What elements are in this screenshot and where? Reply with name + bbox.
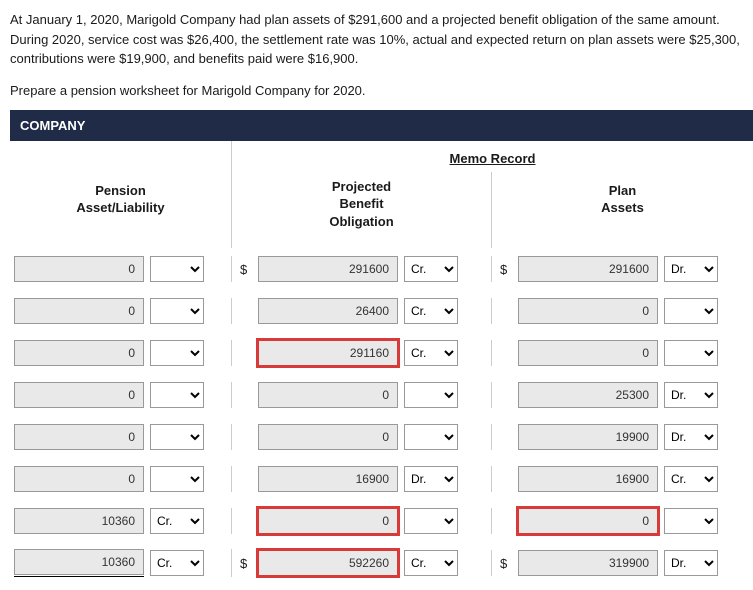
- company-bar: COMPANY: [10, 110, 753, 141]
- dollar-sign: $: [240, 262, 252, 277]
- worksheet-row: Dr.Cr. $ Dr.Cr. $ Dr.Cr.: [10, 248, 753, 290]
- worksheet: Memo Record Pension Asset/Liability Proj…: [10, 141, 753, 585]
- drcr-select[interactable]: Dr.Cr.: [150, 340, 204, 366]
- amount-input[interactable]: [258, 508, 398, 534]
- amount-input[interactable]: [258, 466, 398, 492]
- drcr-select[interactable]: Dr.Cr.: [150, 508, 204, 534]
- worksheet-row: Dr.Cr. $ Dr.Cr. $ Dr.Cr.: [10, 542, 753, 584]
- amount-input[interactable]: [14, 424, 144, 450]
- problem-paragraph-2: Prepare a pension worksheet for Marigold…: [10, 83, 753, 98]
- amount-input[interactable]: [14, 466, 144, 492]
- amount-input[interactable]: [258, 298, 398, 324]
- col-header-pbo: Projected Benefit Obligation: [232, 172, 492, 249]
- drcr-select[interactable]: Dr.Cr.: [150, 256, 204, 282]
- amount-input[interactable]: [258, 256, 398, 282]
- worksheet-row: Dr.Cr. Dr.Cr. Dr.Cr.: [10, 500, 753, 542]
- drcr-select[interactable]: Dr.Cr.: [664, 382, 718, 408]
- amount-input[interactable]: [14, 256, 144, 282]
- amount-input[interactable]: [14, 340, 144, 366]
- amount-input[interactable]: [14, 382, 144, 408]
- drcr-select[interactable]: Dr.Cr.: [404, 466, 458, 492]
- drcr-select[interactable]: Dr.Cr.: [404, 424, 458, 450]
- amount-input[interactable]: [258, 550, 398, 576]
- amount-input[interactable]: [258, 340, 398, 366]
- drcr-select[interactable]: Dr.Cr.: [664, 424, 718, 450]
- drcr-select[interactable]: Dr.Cr.: [664, 466, 718, 492]
- dollar-sign: $: [240, 556, 252, 571]
- col-header-asset-liability: Pension Asset/Liability: [10, 172, 232, 249]
- worksheet-row: Dr.Cr. Dr.Cr. Dr.Cr.: [10, 374, 753, 416]
- dollar-sign: $: [500, 262, 512, 277]
- amount-input[interactable]: [518, 424, 658, 450]
- amount-input[interactable]: [14, 549, 144, 575]
- amount-input[interactable]: [518, 550, 658, 576]
- amount-input[interactable]: [14, 298, 144, 324]
- problem-paragraph-1: At January 1, 2020, Marigold Company had…: [10, 10, 740, 69]
- drcr-select[interactable]: Dr.Cr.: [150, 424, 204, 450]
- dollar-sign: $: [500, 556, 512, 571]
- drcr-select[interactable]: Dr.Cr.: [404, 550, 458, 576]
- drcr-select[interactable]: Dr.Cr.: [150, 382, 204, 408]
- drcr-select[interactable]: Dr.Cr.: [664, 340, 718, 366]
- amount-input[interactable]: [518, 466, 658, 492]
- drcr-select[interactable]: Dr.Cr.: [404, 382, 458, 408]
- drcr-select[interactable]: Dr.Cr.: [150, 466, 204, 492]
- amount-input[interactable]: [518, 298, 658, 324]
- amount-input[interactable]: [518, 508, 658, 534]
- drcr-select[interactable]: Dr.Cr.: [404, 256, 458, 282]
- drcr-select[interactable]: Dr.Cr.: [404, 340, 458, 366]
- drcr-select[interactable]: Dr.Cr.: [664, 298, 718, 324]
- drcr-select[interactable]: Dr.Cr.: [664, 550, 718, 576]
- drcr-select[interactable]: Dr.Cr.: [150, 298, 204, 324]
- drcr-select[interactable]: Dr.Cr.: [150, 550, 204, 576]
- worksheet-row: Dr.Cr. Dr.Cr. Dr.Cr.: [10, 332, 753, 374]
- memo-record-header: Memo Record: [232, 141, 753, 172]
- worksheet-row: Dr.Cr. Dr.Cr. Dr.Cr.: [10, 290, 753, 332]
- amount-input[interactable]: [518, 256, 658, 282]
- amount-input[interactable]: [518, 382, 658, 408]
- amount-input[interactable]: [14, 508, 144, 534]
- drcr-select[interactable]: Dr.Cr.: [664, 256, 718, 282]
- amount-input[interactable]: [518, 340, 658, 366]
- col-header-plan-assets: Plan Assets: [492, 172, 753, 249]
- amount-input[interactable]: [258, 424, 398, 450]
- drcr-select[interactable]: Dr.Cr.: [404, 298, 458, 324]
- worksheet-row: Dr.Cr. Dr.Cr. Dr.Cr.: [10, 458, 753, 500]
- drcr-select[interactable]: Dr.Cr.: [664, 508, 718, 534]
- amount-input[interactable]: [258, 382, 398, 408]
- drcr-select[interactable]: Dr.Cr.: [404, 508, 458, 534]
- worksheet-row: Dr.Cr. Dr.Cr. Dr.Cr.: [10, 416, 753, 458]
